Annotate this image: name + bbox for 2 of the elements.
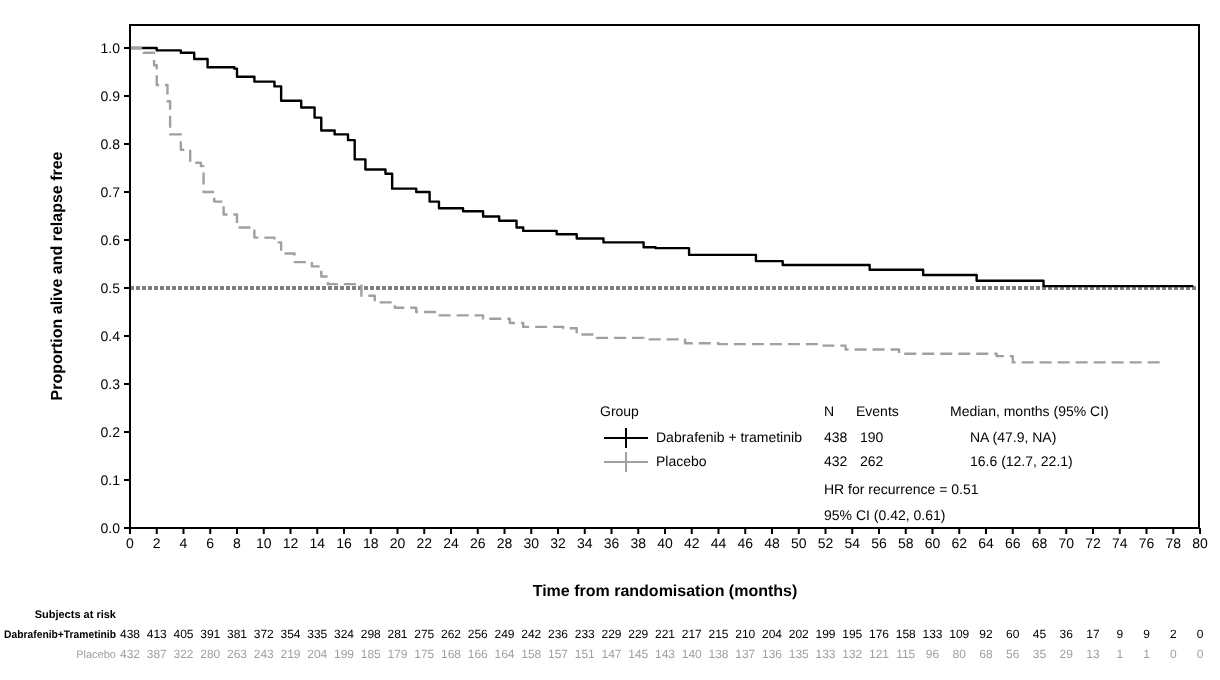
y-axis-title: Proportion alive and relapse free — [47, 150, 66, 401]
x-axis-title: Time from randomisation (months) — [532, 582, 798, 600]
